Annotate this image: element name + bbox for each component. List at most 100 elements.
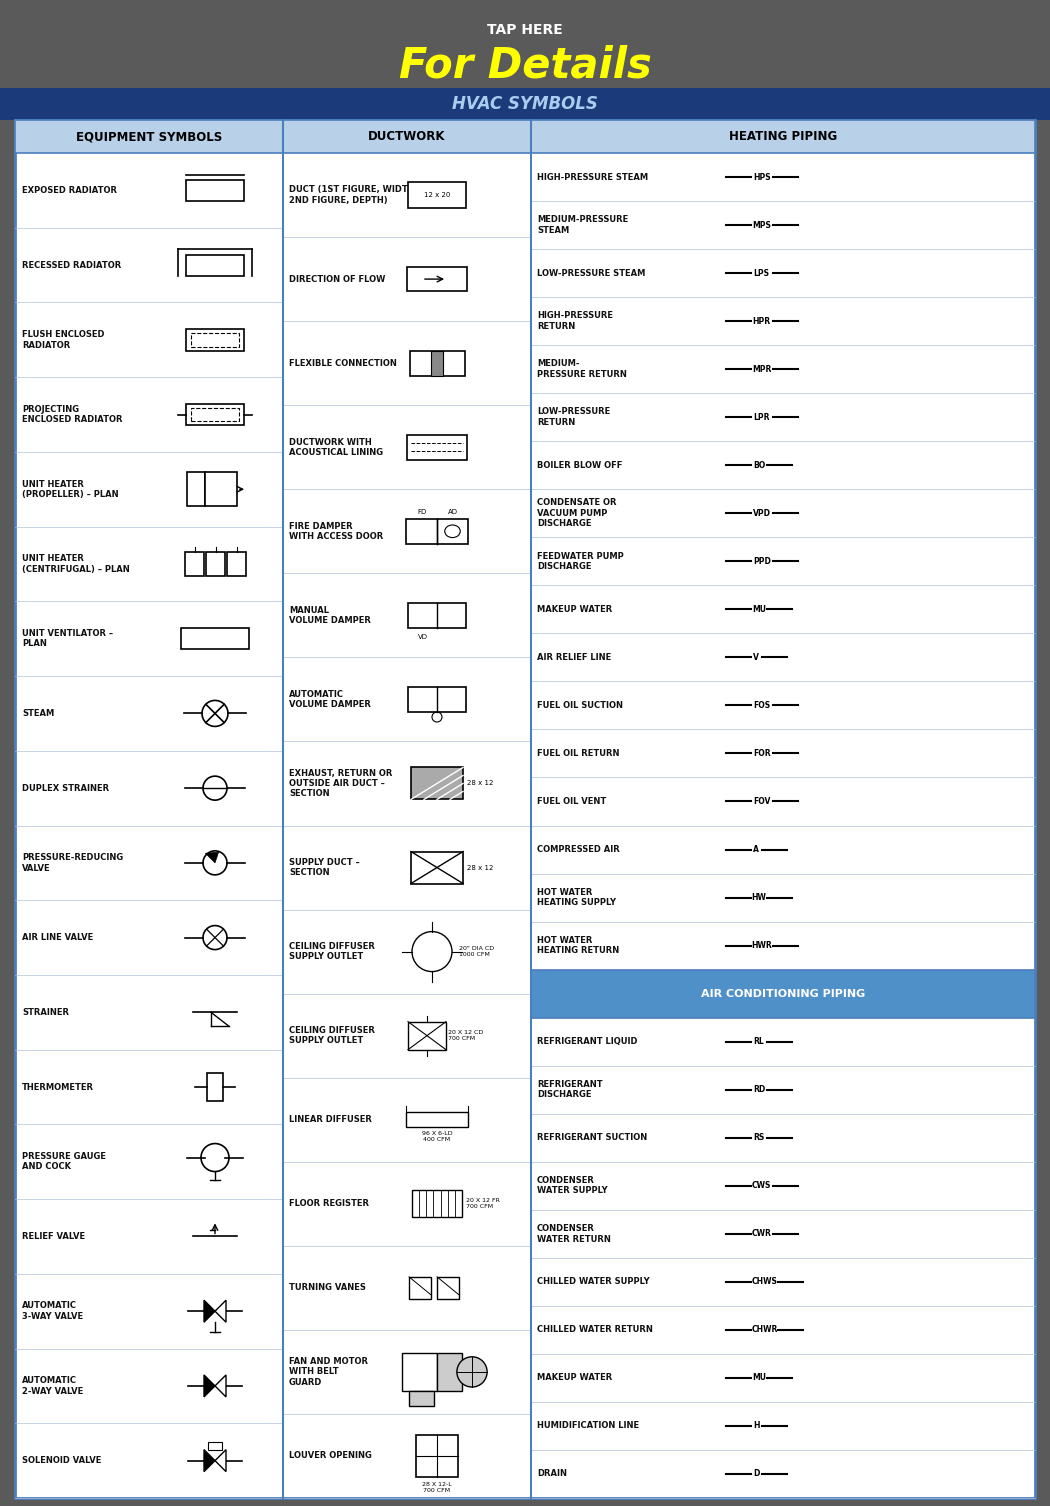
Text: CHILLED WATER SUPPLY: CHILLED WATER SUPPLY (537, 1277, 650, 1286)
Text: AIR LINE VALVE: AIR LINE VALVE (22, 934, 93, 943)
Text: MAKEUP WATER: MAKEUP WATER (537, 605, 612, 614)
Text: DUCT (1ST FIGURE, WIDTH;
2ND FIGURE, DEPTH): DUCT (1ST FIGURE, WIDTH; 2ND FIGURE, DEP… (289, 185, 418, 205)
Bar (406, 1111, 468, 1128)
Bar (208, 1441, 222, 1450)
Bar (206, 553, 225, 575)
Bar (408, 602, 466, 628)
Bar (191, 333, 239, 346)
Text: REFRIGERANT LIQUID: REFRIGERANT LIQUID (537, 1038, 637, 1047)
Text: PROJECTING
ENCLOSED RADIATOR: PROJECTING ENCLOSED RADIATOR (22, 405, 123, 425)
Text: CWR: CWR (752, 1229, 772, 1238)
Bar (410, 1277, 430, 1298)
Text: AIR RELIEF LINE: AIR RELIEF LINE (537, 654, 611, 661)
Bar (0, 0, 1050, 87)
Text: LPS: LPS (754, 268, 770, 277)
Text: FUEL OIL VENT: FUEL OIL VENT (537, 797, 606, 806)
Text: FOR: FOR (753, 748, 771, 758)
Text: SUPPLY DUCT –
SECTION: SUPPLY DUCT – SECTION (289, 858, 360, 876)
Text: MAKEUP WATER: MAKEUP WATER (537, 1373, 612, 1383)
Bar (187, 473, 205, 506)
Bar (531, 120, 1035, 154)
Text: 20 X 12 FR
700 CFM: 20 X 12 FR 700 CFM (466, 1199, 500, 1209)
Text: 20" DIA CD
1000 CFM: 20" DIA CD 1000 CFM (459, 946, 495, 956)
Bar (181, 628, 249, 649)
Text: FAN AND MOTOR
WITH BELT
GUARD: FAN AND MOTOR WITH BELT GUARD (289, 1357, 367, 1387)
Bar (437, 1277, 459, 1298)
Text: HEATING PIPING: HEATING PIPING (729, 130, 837, 143)
Bar (407, 268, 467, 291)
Ellipse shape (445, 526, 460, 538)
Polygon shape (215, 1450, 226, 1471)
Polygon shape (411, 768, 463, 800)
Text: H: H (753, 1422, 759, 1431)
Polygon shape (204, 1300, 215, 1322)
Text: BOILER BLOW OFF: BOILER BLOW OFF (537, 461, 623, 470)
Bar (15, 120, 284, 154)
Text: D: D (753, 1470, 759, 1479)
Polygon shape (215, 1375, 226, 1398)
Text: A: A (753, 845, 759, 854)
Text: CEILING DIFFUSER
SUPPLY OUTLET: CEILING DIFFUSER SUPPLY OUTLET (289, 941, 375, 961)
Text: TAP HERE: TAP HERE (487, 23, 563, 38)
Text: 96 X 6-LD
400 CFM: 96 X 6-LD 400 CFM (422, 1131, 453, 1142)
Text: RD: RD (753, 1086, 765, 1095)
Bar (407, 435, 467, 459)
Text: 12 x 20: 12 x 20 (424, 193, 450, 197)
Text: MU: MU (752, 605, 766, 614)
Text: EXHAUST, RETURN OR
OUTSIDE AIR DUCT –
SECTION: EXHAUST, RETURN OR OUTSIDE AIR DUCT – SE… (289, 768, 393, 798)
Text: CWS: CWS (752, 1181, 772, 1190)
Text: HVAC SYMBOLS: HVAC SYMBOLS (453, 95, 597, 113)
Bar (410, 1392, 434, 1407)
Bar (284, 120, 531, 154)
Text: LOW-PRESSURE
RETURN: LOW-PRESSURE RETURN (537, 408, 610, 426)
Text: PPD: PPD (753, 557, 771, 566)
Text: VD: VD (418, 634, 427, 640)
Text: V: V (753, 654, 759, 661)
Text: DUCTWORK: DUCTWORK (369, 130, 446, 143)
Text: UNIT VENTILATOR –
PLAN: UNIT VENTILATOR – PLAN (22, 630, 113, 649)
Text: FLUSH ENCLOSED
RADIATOR: FLUSH ENCLOSED RADIATOR (22, 330, 105, 349)
Text: CHILLED WATER RETURN: CHILLED WATER RETURN (537, 1325, 653, 1334)
Text: MPR: MPR (752, 364, 772, 373)
Text: VPD: VPD (753, 509, 771, 518)
Text: UNIT HEATER
(CENTRIFUGAL) – PLAN: UNIT HEATER (CENTRIFUGAL) – PLAN (22, 554, 130, 574)
Text: LOUVER OPENING: LOUVER OPENING (289, 1452, 372, 1461)
Bar (186, 404, 244, 425)
Text: FUEL OIL SUCTION: FUEL OIL SUCTION (537, 700, 623, 709)
Text: MANUAL
VOLUME DAMPER: MANUAL VOLUME DAMPER (289, 605, 371, 625)
Text: REFRIGERANT SUCTION: REFRIGERANT SUCTION (537, 1133, 647, 1142)
Bar (185, 553, 204, 575)
Text: LINEAR DIFFUSER: LINEAR DIFFUSER (289, 1116, 372, 1123)
Text: CONDENSER
WATER SUPPLY: CONDENSER WATER SUPPLY (537, 1176, 608, 1196)
Bar (408, 687, 466, 712)
Text: For Details: For Details (399, 44, 651, 86)
Text: RS: RS (754, 1133, 764, 1142)
Text: EXPOSED RADIATOR: EXPOSED RADIATOR (22, 185, 117, 194)
Bar (186, 328, 244, 351)
Text: MEDIUM-
PRESSURE RETURN: MEDIUM- PRESSURE RETURN (537, 360, 627, 380)
Text: FIRE DAMPER
WITH ACCESS DOOR: FIRE DAMPER WITH ACCESS DOOR (289, 521, 383, 541)
Bar (402, 1352, 437, 1392)
Bar (437, 1352, 462, 1392)
Text: HWR: HWR (752, 941, 772, 950)
Circle shape (457, 1357, 487, 1387)
Text: LOW-PRESSURE STEAM: LOW-PRESSURE STEAM (537, 268, 646, 277)
Bar (406, 518, 468, 544)
Bar (0, 87, 1050, 120)
Text: DIRECTION OF FLOW: DIRECTION OF FLOW (289, 274, 385, 283)
Text: COMPRESSED AIR: COMPRESSED AIR (537, 845, 619, 854)
Bar (408, 182, 466, 208)
Text: HW: HW (752, 893, 766, 902)
Text: FLEXIBLE CONNECTION: FLEXIBLE CONNECTION (289, 358, 397, 367)
Text: HPS: HPS (753, 173, 771, 182)
Text: 28 x 12: 28 x 12 (467, 864, 493, 870)
Text: STEAM: STEAM (22, 709, 55, 718)
Text: HPR: HPR (753, 316, 771, 325)
Text: DUCTWORK WITH
ACOUSTICAL LINING: DUCTWORK WITH ACOUSTICAL LINING (289, 438, 383, 456)
Text: HIGH-PRESSURE STEAM: HIGH-PRESSURE STEAM (537, 173, 648, 182)
Text: EQUIPMENT SYMBOLS: EQUIPMENT SYMBOLS (76, 130, 223, 143)
Text: CONDENSATE OR
VACUUM PUMP
DISCHARGE: CONDENSATE OR VACUUM PUMP DISCHARGE (537, 498, 616, 529)
Bar (408, 1021, 446, 1050)
Text: HOT WATER
HEATING RETURN: HOT WATER HEATING RETURN (537, 935, 619, 955)
Text: RELIEF VALVE: RELIEF VALVE (22, 1232, 85, 1241)
